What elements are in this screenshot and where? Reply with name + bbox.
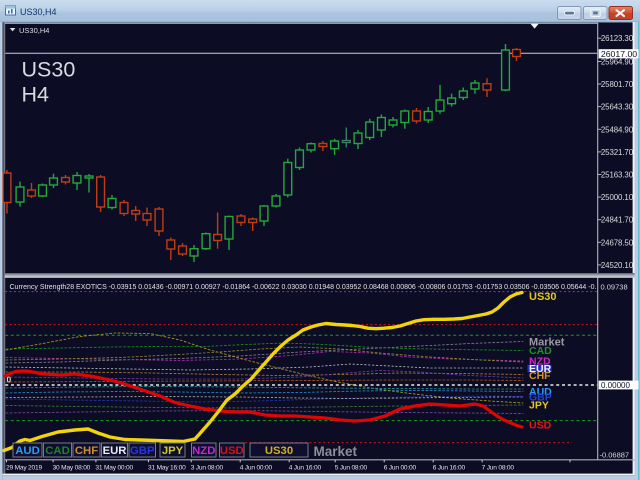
svg-text:3 Jun 08:00: 3 Jun 08:00 (191, 464, 224, 471)
svg-text:25000.10: 25000.10 (601, 193, 634, 202)
svg-text:NZD: NZD (192, 445, 215, 457)
svg-text:26123.30: 26123.30 (601, 34, 634, 43)
svg-text:GBP: GBP (130, 445, 155, 457)
svg-text:CAD: CAD (45, 445, 69, 457)
svg-text:25643.30: 25643.30 (601, 103, 634, 112)
svg-text:29 May 2019: 29 May 2019 (6, 464, 42, 471)
svg-text:31 May 00:00: 31 May 00:00 (95, 464, 133, 471)
svg-text:CHF: CHF (75, 445, 98, 457)
svg-text:0.00000: 0.00000 (601, 381, 630, 390)
svg-text:25321.70: 25321.70 (601, 148, 634, 157)
svg-text:CAD: CAD (529, 345, 552, 357)
svg-text:Currency Strength28 EXOTICS: Currency Strength28 EXOTICS -0.03915 0.0… (10, 284, 613, 291)
svg-text:EUR: EUR (529, 363, 552, 375)
svg-text:24841.70: 24841.70 (601, 216, 634, 225)
svg-text:25801.70: 25801.70 (601, 80, 634, 89)
svg-text:30 May 08:00: 30 May 08:00 (53, 464, 91, 471)
svg-text:6 Jun 00:00: 6 Jun 00:00 (384, 464, 417, 471)
svg-text:0.09738: 0.09738 (601, 282, 628, 291)
svg-text:5 Jun 08:00: 5 Jun 08:00 (335, 464, 368, 471)
svg-text:24678.50: 24678.50 (601, 238, 634, 247)
svg-text:JPY: JPY (162, 445, 184, 457)
svg-text:Market: Market (314, 444, 358, 459)
svg-text:CHF: CHF (529, 370, 551, 382)
svg-text:Market: Market (529, 337, 565, 349)
svg-text:AUD: AUD (15, 445, 39, 457)
svg-text:31 May 16:00: 31 May 16:00 (148, 464, 186, 471)
svg-text:US30: US30 (265, 445, 293, 457)
svg-text:H4: H4 (22, 83, 50, 107)
svg-text:US30: US30 (22, 58, 76, 82)
svg-text:USD: USD (529, 420, 552, 432)
svg-text:US30: US30 (529, 291, 557, 303)
svg-text:GBP: GBP (529, 392, 552, 404)
svg-text:AUD: AUD (529, 386, 552, 398)
svg-text:EUR: EUR (103, 445, 127, 457)
svg-text:0: 0 (7, 375, 12, 385)
svg-text:4 Jun 00:00: 4 Jun 00:00 (240, 464, 273, 471)
svg-text:24520.10: 24520.10 (601, 261, 634, 270)
svg-text:25163.30: 25163.30 (601, 171, 634, 180)
svg-text:JPY: JPY (529, 400, 549, 412)
svg-text:7 Jun 08:00: 7 Jun 08:00 (482, 464, 515, 471)
svg-text:26017.00: 26017.00 (601, 49, 637, 59)
svg-text:4 Jun 16:00: 4 Jun 16:00 (289, 464, 322, 471)
svg-text:US30,H4: US30,H4 (19, 26, 49, 35)
svg-text:USD: USD (220, 445, 244, 457)
svg-text:-0.06887: -0.06887 (600, 450, 630, 459)
svg-text:NZD: NZD (529, 356, 551, 368)
svg-text:25964.90: 25964.90 (601, 58, 634, 67)
svg-text:25484.90: 25484.90 (601, 125, 634, 134)
svg-text:6 Jun 16:00: 6 Jun 16:00 (433, 464, 466, 471)
svg-text:US30,H4: US30,H4 (20, 7, 57, 17)
